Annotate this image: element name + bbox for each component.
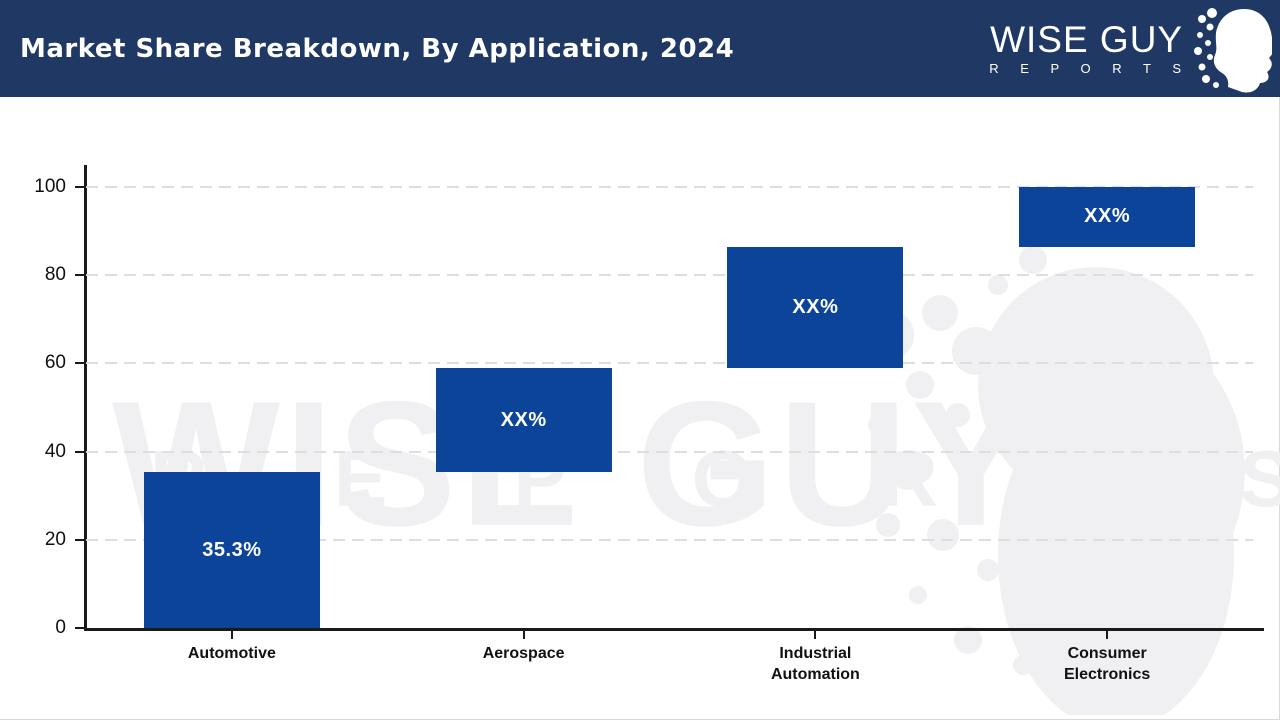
x-tick-label: Consumer Electronics	[1063, 645, 1151, 683]
x-tick-mark	[522, 631, 525, 639]
y-tick-label: 20	[44, 528, 66, 550]
y-tick-label: 60	[44, 352, 66, 374]
x-tick-mark	[230, 631, 233, 639]
bar-industrial-automation: XX%	[727, 246, 904, 369]
y-tick-mark	[75, 627, 84, 629]
x-axis: Automotive Aerospace Industrial Automation…	[86, 631, 1253, 711]
gridline-20	[86, 538, 1253, 541]
x-axis-spine	[84, 628, 1264, 631]
header: Market Share Breakdown, By Application, …	[0, 0, 1280, 97]
y-tick-mark	[75, 362, 84, 365]
y-tick-label: 80	[44, 264, 66, 286]
logo-text: WISE GUY R E P O R T S	[983, 21, 1190, 76]
x-tick-mark	[1106, 631, 1109, 639]
bar-automotive: 35.3%	[143, 472, 320, 628]
gridline-60	[86, 362, 1253, 365]
x-tick-mark	[814, 631, 817, 639]
gridline-40	[86, 450, 1253, 453]
logo-wiseguy-text: WISE GUY	[990, 19, 1184, 60]
wiseguy-face-icon	[1194, 7, 1272, 92]
bar-aerospace: XX%	[435, 368, 612, 473]
gridline-100	[86, 186, 1253, 188]
y-tick-mark	[75, 186, 84, 188]
y-tick-label: 0	[55, 617, 66, 638]
x-tick-label: Automotive	[187, 645, 276, 662]
wiseguy-logo: WISE GUY R E P O R T S	[983, 0, 1272, 97]
y-axis-spine	[84, 165, 87, 631]
x-tick-label: Industrial Automation	[770, 645, 860, 683]
y-axis: 0 20 40 60 80 100	[0, 176, 86, 638]
y-tick-mark	[75, 274, 84, 277]
y-tick-label: 40	[44, 440, 66, 462]
y-tick-mark	[75, 538, 84, 541]
plot-area: 35.3% XX% XX% XX%	[86, 186, 1253, 628]
bar-value-label: XX%	[792, 295, 839, 318]
bar-value-label: XX%	[500, 408, 547, 431]
bar-consumer-electronics: XX%	[1019, 187, 1196, 247]
logo-reports-text: R E P O R T S	[989, 61, 1190, 76]
bar-value-label: 35.3%	[202, 538, 262, 561]
bar-value-label: XX%	[1084, 205, 1131, 228]
gridline-80	[86, 274, 1253, 277]
page-title: Market Share Breakdown, By Application, …	[20, 33, 735, 64]
y-tick-label: 100	[34, 176, 66, 197]
y-tick-mark	[75, 450, 84, 453]
x-tick-label: Aerospace	[482, 645, 565, 662]
